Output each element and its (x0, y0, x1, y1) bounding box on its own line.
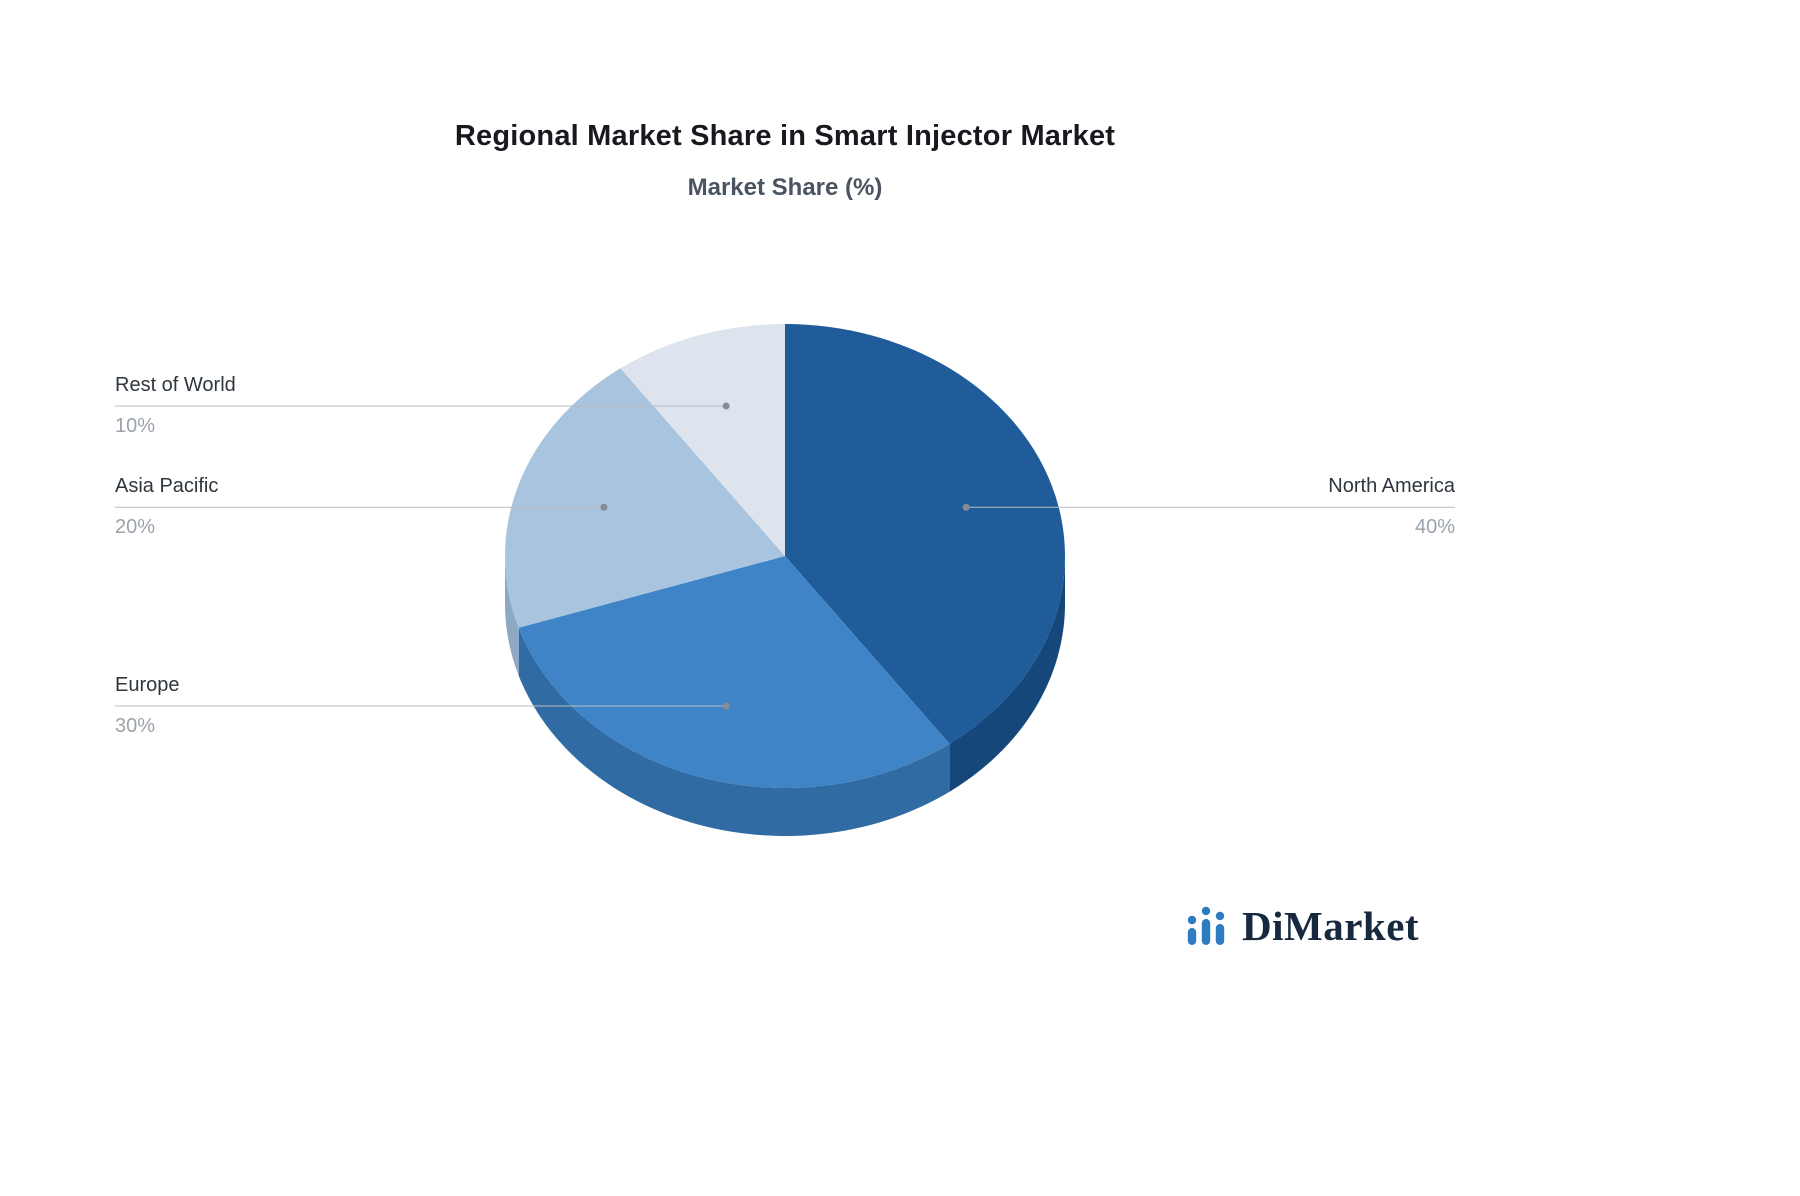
pie-slice-side-asia-pacific (505, 556, 519, 676)
chart-header: Regional Market Share in Smart Injector … (0, 120, 1570, 202)
pie-slice-side-north-america (949, 556, 1065, 792)
callout-dot-rest-of-world (722, 402, 730, 410)
chart-title: Regional Market Share in Smart Injector … (454, 120, 1116, 152)
callout-dot-asia-pacific (600, 503, 608, 511)
callout-dot-north-america (962, 503, 970, 511)
pie-slice-asia-pacific[interactable] (504, 368, 785, 628)
pie-slice-side-europe (518, 627, 950, 837)
callout-lines-layer (115, 402, 1455, 710)
pie-depth-layer (505, 556, 1065, 837)
pie-slice-north-america[interactable] (785, 324, 1065, 744)
chart-subtitle: Market Share (%) (687, 174, 883, 201)
pie-slice-europe[interactable] (518, 556, 950, 789)
brand-logo: DiMarket (1185, 902, 1419, 950)
callout-dot-europe (722, 702, 730, 710)
pie-slice-rest-of-world[interactable] (620, 324, 785, 556)
pie-top-layer (504, 324, 1065, 789)
brand-name: DiMarket (1242, 903, 1420, 949)
bar-chart-logo-icon (1187, 906, 1225, 945)
